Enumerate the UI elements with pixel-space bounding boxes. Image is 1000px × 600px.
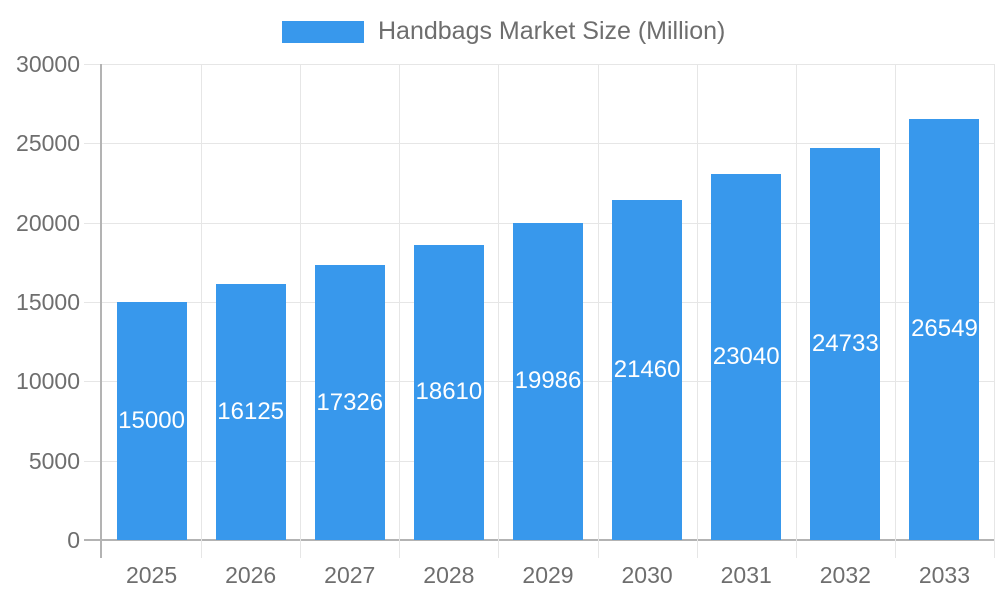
bar-value-label: 17326	[316, 388, 384, 416]
gridline-horizontal	[84, 64, 994, 65]
y-axis-line	[100, 64, 102, 558]
bar-value-label: 26549	[911, 315, 978, 343]
gridline-vertical	[399, 64, 401, 558]
x-axis-tick-label: 2030	[621, 562, 673, 588]
y-axis-tick-label: 15000	[16, 289, 80, 315]
gridline-vertical	[795, 64, 797, 558]
bar-2026: 16125	[215, 284, 286, 540]
x-axis-tick-label: 2031	[720, 562, 772, 588]
y-axis-tick-label: 0	[67, 527, 80, 553]
gridline-vertical	[300, 64, 302, 558]
gridline-vertical	[597, 64, 599, 558]
y-axis-tick-label: 30000	[16, 51, 80, 77]
x-axis-tick-label: 2032	[819, 562, 871, 588]
x-axis-tick-label: 2028	[423, 562, 475, 588]
x-axis-tick-label: 2029	[522, 562, 574, 588]
x-axis-tick-label: 2026	[225, 562, 277, 588]
bar-value-label: 19986	[514, 367, 582, 395]
bar-value-label: 23040	[712, 343, 780, 371]
x-axis-tick-label: 2025	[125, 562, 178, 588]
gridline-vertical	[994, 64, 995, 558]
bar-2033: 26549	[909, 118, 980, 540]
y-axis-tick-label: 20000	[16, 209, 80, 236]
bar-value-label: 15000	[118, 407, 185, 434]
gridline-vertical	[201, 64, 203, 558]
bar-2032: 24733	[810, 147, 881, 540]
bar-2025: 15000	[116, 302, 187, 540]
y-axis-tick-label: 10000	[16, 368, 80, 395]
bar-2031: 23040	[711, 174, 782, 540]
gridline-horizontal	[84, 143, 994, 145]
x-axis-tick-label: 2033	[918, 562, 971, 588]
y-axis-tick-label: 25000	[16, 130, 80, 157]
bar-value-label: 21460	[613, 355, 681, 383]
gridline-vertical	[498, 64, 500, 558]
x-axis-line	[84, 539, 994, 541]
bar-value-label: 24733	[811, 329, 879, 357]
chart-legend[interactable]: Handbags Market Size (Million)	[282, 17, 725, 46]
gridline-vertical	[894, 64, 896, 558]
legend-swatch-icon	[282, 20, 364, 43]
bar-2028: 18610	[413, 244, 484, 540]
bar-2027: 17326	[314, 265, 385, 540]
bar-2030: 21460	[612, 199, 683, 540]
gridline-vertical	[696, 64, 698, 558]
bar-value-label: 16125	[217, 398, 285, 426]
x-axis-tick-label: 2027	[324, 562, 376, 588]
legend-label: Handbags Market Size (Million)	[378, 17, 726, 45]
bar-2029: 19986	[513, 222, 583, 540]
bar-value-label: 18610	[415, 378, 483, 406]
y-axis-tick-label: 5000	[28, 447, 80, 474]
